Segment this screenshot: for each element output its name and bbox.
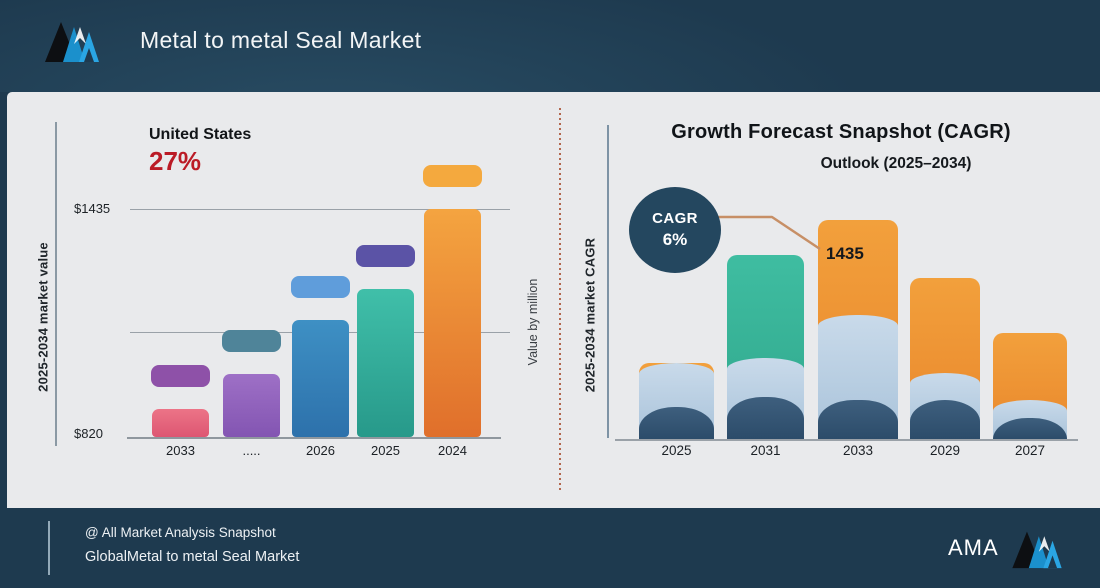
footer-brand-text: AMA <box>948 535 999 560</box>
ama-logo-icon <box>45 22 99 62</box>
right-x-label: 2031 <box>750 443 781 458</box>
gridline-1435 <box>130 209 510 210</box>
left-x-label: ..... <box>242 443 261 458</box>
left-x-label: 2025 <box>371 443 400 458</box>
left-bar-cap-2024 <box>423 165 482 187</box>
footer-divider-line <box>48 521 50 575</box>
right-chart-subtitle: Outlook (2025–2034) <box>820 155 972 172</box>
left-x-label: 2033 <box>166 443 195 458</box>
cagr-badge: CAGR 6% <box>629 187 721 273</box>
ama-logo-icon <box>1012 531 1062 569</box>
right-y-axis-title: 2025-2034 market CAGR <box>582 237 598 393</box>
left-x-label: 2024 <box>438 443 467 458</box>
page-title: Metal to metal Seal Market <box>140 27 422 53</box>
right-x-label: 2029 <box>929 443 961 458</box>
right-y-axis-line <box>607 125 609 438</box>
highlight-percent: 27% <box>149 146 202 176</box>
stack-base-2033 <box>818 400 898 439</box>
footer-report-name: GlobalMetal to metal Seal Market <box>85 549 300 565</box>
right-chart-title: Growth Forecast Snapshot (CAGR) <box>671 121 1011 143</box>
stack-base-2027 <box>993 418 1067 439</box>
right-x-label: 2033 <box>842 443 874 458</box>
footer: @ All Market Analysis Snapshot GlobalMet… <box>0 508 1100 588</box>
panel-divider <box>559 108 561 490</box>
stack-base-2031 <box>727 397 804 439</box>
header: Metal to metal Seal Market <box>0 0 1100 92</box>
value-by-million-label: Value by million <box>526 278 540 366</box>
y-tick-1435: $1435 <box>74 201 111 216</box>
left-bar-cap-..... <box>222 330 281 352</box>
stack-base-2025 <box>639 407 714 439</box>
left-y-axis-title: 2025-2034 market value <box>35 242 51 392</box>
left-bar-2033 <box>152 409 209 437</box>
left-bar-..... <box>223 374 280 437</box>
stack-base-2029 <box>910 400 980 439</box>
left-y-axis-line <box>55 122 57 446</box>
left-bar-2026 <box>292 320 349 437</box>
y-tick-820: $820 <box>74 426 103 441</box>
left-x-label: 2026 <box>306 443 335 458</box>
right-x-label: 2027 <box>1014 443 1046 458</box>
left-bar-cap-2026 <box>291 276 350 298</box>
right-x-axis-line <box>615 439 1078 441</box>
footer-credit: @ All Market Analysis Snapshot <box>85 525 276 540</box>
region-label: United States <box>149 126 252 143</box>
right-x-label: 2025 <box>661 443 692 458</box>
bar-value-annotation: 1435 <box>826 244 864 263</box>
cagr-badge-label: CAGR <box>652 210 698 227</box>
left-bar-2024 <box>424 209 481 437</box>
left-bar-cap-2033 <box>151 365 210 387</box>
cagr-badge-value: 6% <box>662 229 688 249</box>
left-x-axis-line <box>127 437 501 439</box>
left-bar-cap-2025 <box>356 245 415 267</box>
left-bar-2025 <box>357 289 414 437</box>
